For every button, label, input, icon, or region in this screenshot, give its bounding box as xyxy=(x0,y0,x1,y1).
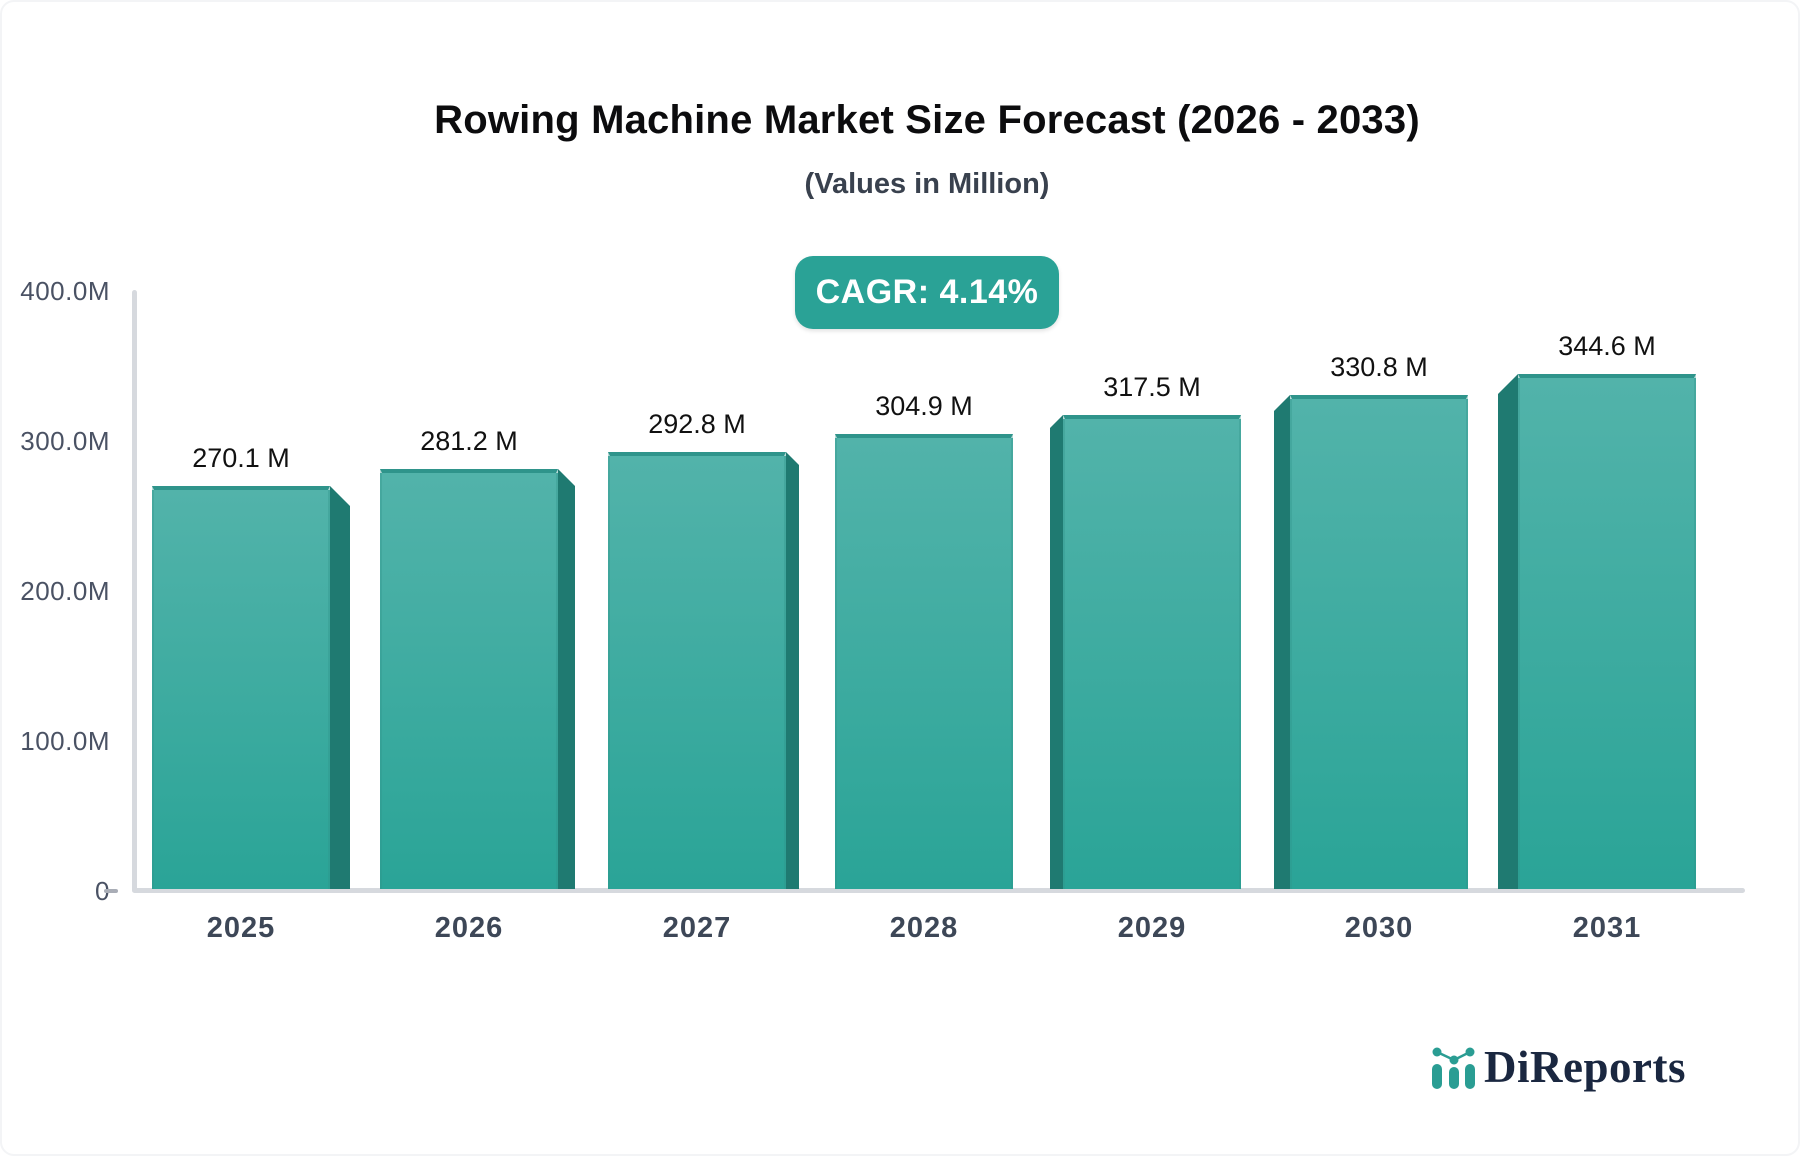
bar-3d-side xyxy=(558,469,575,889)
y-tick-label: 300.0M xyxy=(20,426,110,456)
bar-value-label: 292.8 M xyxy=(648,409,746,439)
bar-value-label: 304.9 M xyxy=(875,391,973,421)
direports-logo: DiReports xyxy=(1430,1038,1686,1096)
bar xyxy=(608,452,786,889)
x-axis-baseline xyxy=(132,888,1745,893)
x-axis-category-label: 2029 xyxy=(1117,912,1187,944)
x-axis-category-label: 2031 xyxy=(1572,912,1642,944)
logo-text: DiReports xyxy=(1484,1042,1686,1092)
chart-title: Rowing Machine Market Size Forecast (202… xyxy=(434,98,1420,142)
cagr-badge: CAGR: 4.14% xyxy=(795,256,1059,329)
y-tick-label: 200.0M xyxy=(20,576,110,606)
bar xyxy=(835,434,1013,889)
y-tick-label: 400.0M xyxy=(20,276,110,306)
zero-tick-mark xyxy=(104,889,118,893)
bar-value-label: 281.2 M xyxy=(420,426,518,456)
bar-value-label: 330.8 M xyxy=(1330,352,1428,382)
bar xyxy=(1290,395,1468,889)
bar-value-label: 270.1 M xyxy=(192,443,290,473)
bar xyxy=(1063,415,1241,889)
bar-3d-side xyxy=(330,486,350,889)
bar-chart-logo-icon xyxy=(1432,1047,1475,1089)
y-tick-label: 0 xyxy=(95,876,110,906)
y-tick-label: 100.0M xyxy=(20,726,110,756)
bar-value-label: 317.5 M xyxy=(1103,372,1201,402)
bar-3d-side xyxy=(1274,395,1290,889)
y-axis-line xyxy=(132,290,137,892)
x-axis-category-label: 2025 xyxy=(206,912,276,944)
chart-subtitle: (Values in Million) xyxy=(804,168,1050,200)
bar xyxy=(380,469,558,889)
x-axis-category-label: 2028 xyxy=(889,912,959,944)
bar-value-label: 344.6 M xyxy=(1558,331,1656,361)
bar-3d-side xyxy=(1050,415,1063,889)
x-axis-category-label: 2026 xyxy=(434,912,504,944)
cagr-badge-label: CAGR: 4.14% xyxy=(815,273,1039,311)
bar xyxy=(1518,374,1696,889)
bar-3d-side xyxy=(786,452,799,889)
bar xyxy=(152,486,330,889)
bar-3d-side xyxy=(1498,374,1518,889)
x-axis-category-label: 2030 xyxy=(1344,912,1414,944)
x-axis-category-label: 2027 xyxy=(662,912,732,944)
